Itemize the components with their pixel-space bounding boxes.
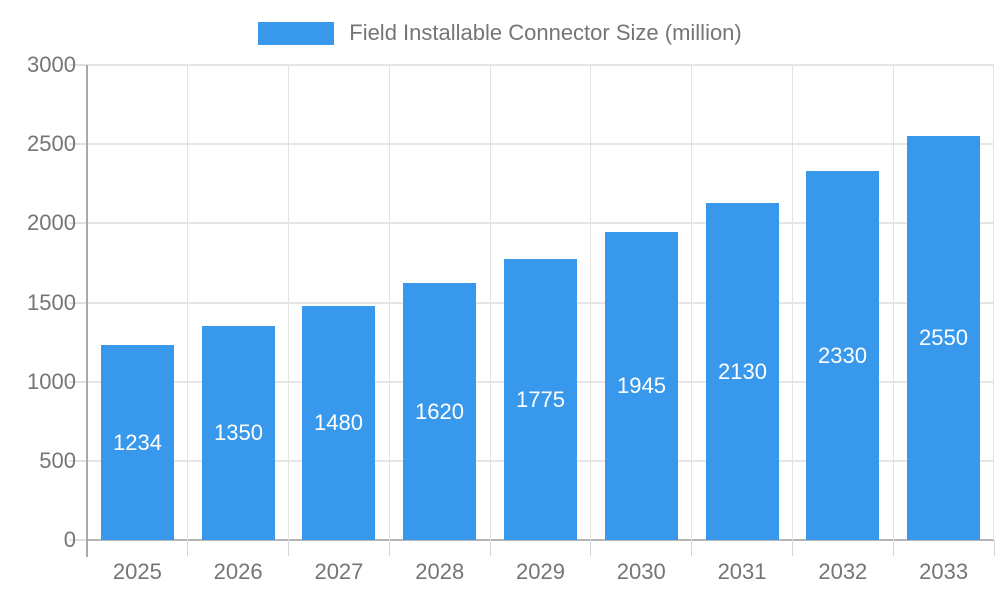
y-axis-tick — [69, 222, 87, 225]
y-tick-label: 1000 — [27, 368, 76, 394]
gridline-v-9 — [993, 65, 994, 540]
gridline-v-1 — [187, 65, 189, 540]
x-tick-label-2030: 2030 — [616, 559, 666, 584]
gridline-v-3 — [388, 65, 390, 540]
bar-2027: 1480 — [302, 306, 375, 540]
y-tick-label: 3000 — [27, 52, 76, 77]
x-axis-tick — [489, 540, 491, 556]
x-axis-tick — [187, 540, 189, 556]
legend[interactable]: Field Installable Connector Size (millio… — [0, 20, 1000, 46]
bar-2028: 1620 — [403, 283, 476, 540]
y-tick-label: 0 — [63, 527, 76, 552]
bar-value-label: 2550 — [919, 325, 968, 350]
y-axis-tick — [69, 380, 87, 383]
x-axis-tick — [691, 540, 693, 556]
y-tick-label: 1500 — [27, 289, 76, 315]
gridline-v-6 — [691, 65, 693, 540]
gridline-v-5 — [590, 65, 592, 540]
y-axis-tick — [69, 143, 87, 146]
bar-value-label: 2130 — [718, 358, 767, 384]
y-tick-label: 2500 — [27, 131, 76, 157]
x-tick-label-2027: 2027 — [314, 559, 364, 584]
x-tick-label-2028: 2028 — [415, 559, 465, 584]
bar-2025: 1234 — [101, 345, 174, 540]
bar-value-label: 2330 — [818, 342, 867, 368]
legend-label: Field Installable Connector Size (millio… — [349, 20, 742, 45]
y-axis-line — [86, 65, 88, 557]
bar-value-label: 1945 — [617, 373, 666, 398]
x-tick-label-2026: 2026 — [213, 559, 263, 584]
gridline-v-7 — [791, 65, 793, 540]
bar-2030: 1945 — [605, 232, 678, 540]
y-tick-label: 500 — [39, 447, 76, 473]
bar-2033: 2550 — [907, 136, 980, 540]
x-tick-label-2033: 2033 — [919, 559, 969, 584]
x-tick-label-2032: 2032 — [818, 559, 868, 584]
legend-swatch-icon — [258, 21, 335, 45]
bar-value-label: 1775 — [516, 386, 565, 412]
y-axis-tick — [69, 301, 87, 304]
y-axis-tick — [69, 64, 87, 66]
x-axis-tick — [993, 540, 995, 556]
x-axis-tick — [388, 540, 390, 556]
x-axis-tick — [590, 540, 592, 556]
gridline-h-2500 — [87, 143, 994, 146]
gridline-h-3000 — [87, 64, 994, 66]
x-tick-label-2029: 2029 — [516, 559, 565, 584]
bar-value-label: 1234 — [113, 429, 162, 455]
y-axis-tick — [69, 539, 87, 541]
gridline-h-2000 — [87, 222, 994, 225]
bar-value-label: 1620 — [415, 398, 464, 424]
gridline-v-4 — [489, 65, 491, 540]
x-axis-tick — [892, 540, 894, 556]
x-axis-tick — [288, 540, 290, 556]
gridline-v-2 — [288, 65, 290, 540]
plot-area: 1234 2025 1350 2026 1480 2027 1620 2028 1775 2029… — [69, 64, 995, 584]
bar-2029: 1775 — [504, 259, 577, 540]
bar-value-label: 1480 — [314, 410, 363, 435]
bar-2031: 2130 — [706, 203, 779, 540]
x-tick-label-2025: 2025 — [112, 559, 162, 584]
x-axis-tick — [791, 540, 793, 556]
bar-value-label: 1350 — [214, 420, 263, 445]
y-axis-tick — [69, 459, 87, 462]
bar-2026: 1350 — [202, 326, 275, 540]
x-axis-baseline — [87, 539, 994, 541]
bar-2032: 2330 — [806, 171, 879, 540]
y-tick-label: 2000 — [27, 210, 76, 236]
gridline-v-8 — [892, 65, 894, 540]
x-tick-label-2031: 2031 — [717, 559, 767, 584]
